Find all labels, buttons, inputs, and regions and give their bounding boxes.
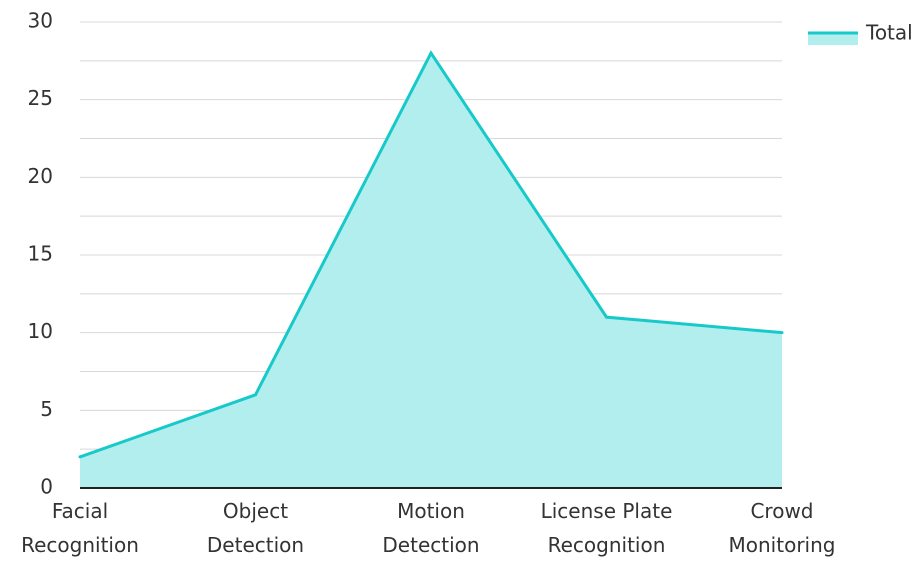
x-tick-label: Facial Recognition bbox=[21, 499, 139, 557]
data-point bbox=[254, 393, 257, 397]
y-tick-label: 10 bbox=[28, 319, 53, 343]
data-point bbox=[605, 315, 608, 319]
y-tick-label: 25 bbox=[28, 86, 53, 110]
series-area-fill bbox=[80, 53, 782, 489]
x-axis-tick-labels: Facial Recognition Object Detection Motion De… bbox=[21, 499, 835, 557]
data-point bbox=[78, 455, 82, 459]
x-tick-label: License Plate Recognition bbox=[541, 499, 673, 557]
data-point bbox=[429, 51, 433, 55]
series-area bbox=[78, 50, 784, 489]
y-axis-tick-labels: 0 5 10 15 20 25 30 bbox=[28, 9, 53, 499]
data-point bbox=[780, 331, 784, 335]
x-tick-label: Crowd Monitoring bbox=[729, 499, 836, 557]
y-tick-label: 5 bbox=[40, 397, 53, 421]
x-tick-label: Object Detection bbox=[207, 499, 304, 557]
y-tick-label: 20 bbox=[28, 164, 53, 188]
legend-swatch-fill bbox=[808, 33, 858, 45]
y-tick-label: 30 bbox=[28, 9, 53, 33]
legend-label[interactable]: Total bbox=[865, 21, 913, 45]
x-tick-label: Motion Detection bbox=[382, 499, 479, 557]
y-tick-label: 15 bbox=[28, 242, 53, 266]
y-tick-label: 0 bbox=[40, 475, 53, 499]
legend[interactable]: Total bbox=[808, 21, 913, 46]
